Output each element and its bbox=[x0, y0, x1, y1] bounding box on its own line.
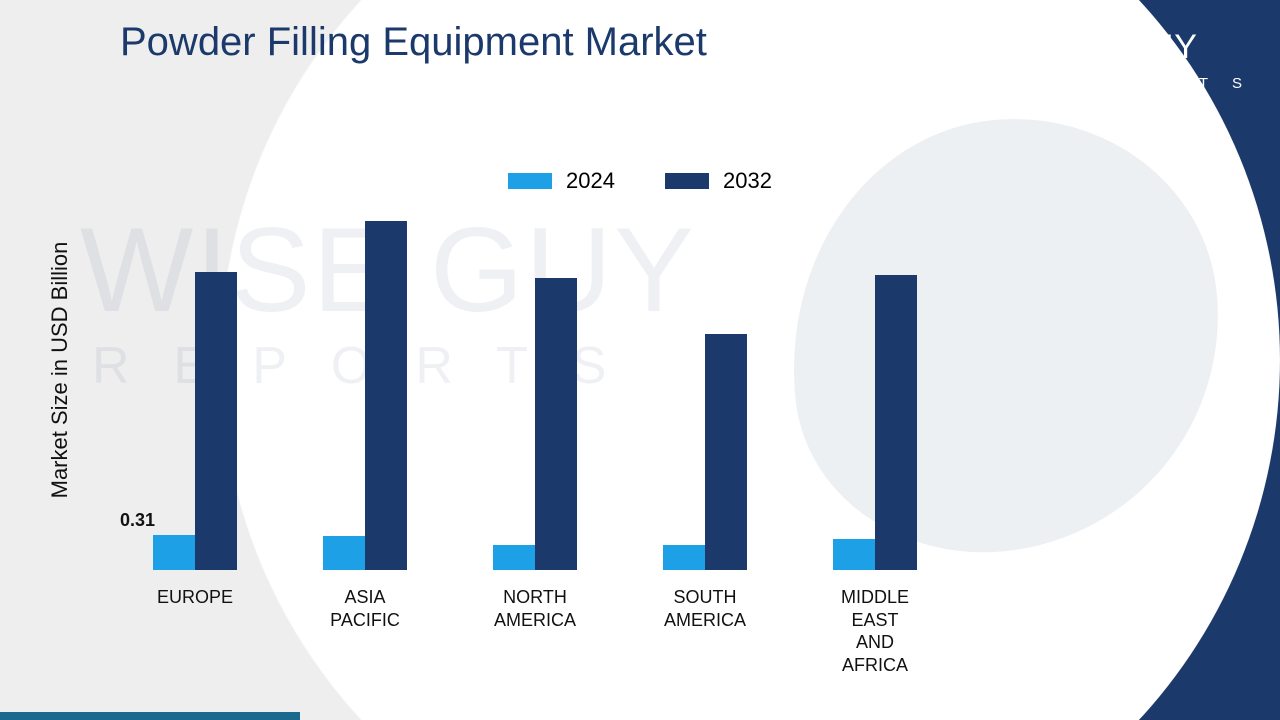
legend: 2024 2032 bbox=[0, 168, 1280, 194]
x-axis-label: NORTHAMERICA bbox=[460, 580, 610, 700]
bar-group bbox=[800, 275, 950, 570]
bar-2032 bbox=[365, 221, 407, 570]
legend-label-2024: 2024 bbox=[566, 168, 615, 194]
bar-2032 bbox=[535, 278, 577, 571]
brand-logo: WISE GUY R E P O R T S bbox=[1020, 22, 1256, 91]
x-axis-labels: EUROPEASIAPACIFICNORTHAMERICASOUTHAMERIC… bbox=[120, 580, 950, 700]
bottom-accent-bar bbox=[0, 712, 300, 720]
chart-title: Powder Filling Equipment Market bbox=[120, 20, 707, 65]
plot-area: 0.31 EUROPEASIAPACIFICNORTHAMERICASOUTHA… bbox=[120, 210, 950, 700]
bar-2024 bbox=[153, 535, 195, 570]
x-axis-label: SOUTHAMERICA bbox=[630, 580, 780, 700]
legend-item-2024: 2024 bbox=[508, 168, 615, 194]
bar-2032 bbox=[705, 334, 747, 570]
legend-label-2032: 2032 bbox=[723, 168, 772, 194]
bar-group bbox=[290, 221, 440, 570]
bar-value-label: 0.31 bbox=[120, 510, 155, 531]
legend-swatch-2032 bbox=[665, 173, 709, 189]
chart-canvas: WISE GUY R E P O R T S WISE GUY REPORTS … bbox=[0, 0, 1280, 720]
bars-row: 0.31 bbox=[120, 210, 950, 570]
x-axis-label: MIDDLEEASTANDAFRICA bbox=[800, 580, 950, 700]
bar-2024 bbox=[663, 545, 705, 570]
legend-item-2032: 2032 bbox=[665, 168, 772, 194]
x-axis-label: EUROPE bbox=[120, 580, 270, 700]
bar-group: 0.31 bbox=[120, 272, 270, 570]
logo-text-line2: R E P O R T S bbox=[1020, 76, 1252, 91]
y-axis-label: Market Size in USD Billion bbox=[47, 242, 73, 499]
bar-2024 bbox=[493, 545, 535, 570]
bar-2024 bbox=[323, 536, 365, 570]
logo-text-line1: WISE GUY bbox=[1020, 30, 1198, 64]
bar-2032 bbox=[875, 275, 917, 570]
x-axis-label: ASIAPACIFIC bbox=[290, 580, 440, 700]
logo-head-icon bbox=[1206, 22, 1256, 72]
bar-group bbox=[630, 334, 780, 570]
bar-2024 bbox=[833, 539, 875, 571]
bar-group bbox=[460, 278, 610, 571]
legend-swatch-2024 bbox=[508, 173, 552, 189]
bar-2032 bbox=[195, 272, 237, 570]
